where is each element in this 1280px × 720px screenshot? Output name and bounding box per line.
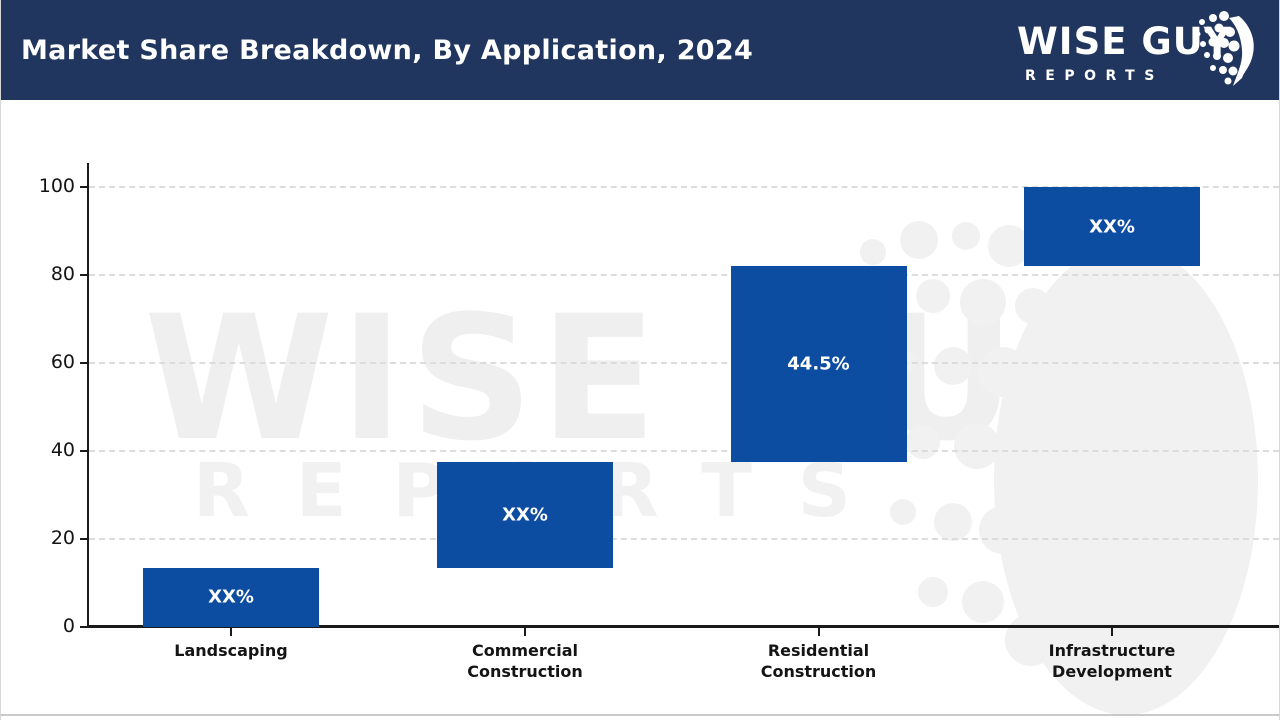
y-tick-mark-40 bbox=[80, 450, 87, 452]
bar-label-commercial-construction: XX% bbox=[502, 504, 548, 526]
bar-label-residential-construction: 44.5% bbox=[787, 353, 850, 375]
category-label-line: Construction bbox=[760, 662, 877, 681]
category-label-line: Landscaping bbox=[174, 641, 288, 660]
category-label-line: Infrastructure bbox=[1048, 641, 1176, 660]
y-tick-mark-60 bbox=[80, 362, 87, 364]
y-axis-spine bbox=[87, 163, 89, 628]
gridline-80 bbox=[89, 274, 1279, 276]
y-tick-label-0: 0 bbox=[62, 615, 75, 637]
logo-dotted-head-icon bbox=[1195, 11, 1254, 86]
wise-guy-reports-logo: WISE GUY REPORTS bbox=[1017, 11, 1254, 86]
y-tick-mark-100 bbox=[80, 186, 87, 188]
x-category-label-infrastructure-development: Infrastructure Development bbox=[982, 640, 1242, 682]
gridline-20 bbox=[89, 538, 1279, 540]
category-label-line: Development bbox=[1052, 662, 1172, 681]
y-tick-label-40: 40 bbox=[50, 439, 75, 461]
y-tick-mark-0 bbox=[80, 626, 87, 628]
y-tick-label-60: 60 bbox=[50, 351, 75, 373]
x-tick-mark-commercial-construction bbox=[524, 628, 526, 636]
page-bottom-border bbox=[1, 714, 1279, 716]
bar-infrastructure-development bbox=[1024, 187, 1200, 267]
bar-residential-construction bbox=[730, 266, 907, 462]
x-category-label-landscaping: Landscaping bbox=[101, 640, 361, 661]
y-tick-label-100: 100 bbox=[38, 175, 75, 197]
category-label-line: Construction bbox=[467, 662, 583, 681]
y-tick-mark-80 bbox=[80, 274, 87, 276]
category-label-line: Residential bbox=[767, 641, 870, 660]
y-tick-mark-20 bbox=[80, 538, 87, 540]
x-axis-line bbox=[87, 625, 1279, 628]
gridline-60 bbox=[89, 362, 1279, 364]
x-category-label-commercial-construction: Commercial Construction bbox=[395, 640, 655, 682]
header-bar: Market Share Breakdown, By Application, … bbox=[1, 0, 1279, 100]
x-tick-mark-infrastructure-development bbox=[1111, 628, 1113, 636]
bar-landscaping bbox=[143, 567, 319, 627]
gridline-40 bbox=[89, 450, 1279, 452]
bar-label-infrastructure-development: XX% bbox=[1089, 216, 1135, 238]
x-category-label-residential-construction: Residential Construction bbox=[689, 640, 949, 682]
y-tick-label-80: 80 bbox=[50, 263, 75, 285]
chart-title: Market Share Breakdown, By Application, … bbox=[21, 34, 754, 66]
bar-label-landscaping: XX% bbox=[208, 586, 254, 608]
logo-wordmark-text: WISE GUY bbox=[1017, 20, 1232, 63]
gridline-100 bbox=[89, 186, 1279, 188]
x-tick-mark-landscaping bbox=[230, 628, 232, 636]
logo-reports-text: REPORTS bbox=[1025, 68, 1164, 84]
bar-commercial-construction bbox=[437, 462, 613, 568]
y-tick-label-20: 20 bbox=[50, 527, 75, 549]
x-tick-mark-residential-construction bbox=[817, 628, 820, 636]
category-label-line: Commercial bbox=[471, 641, 579, 660]
